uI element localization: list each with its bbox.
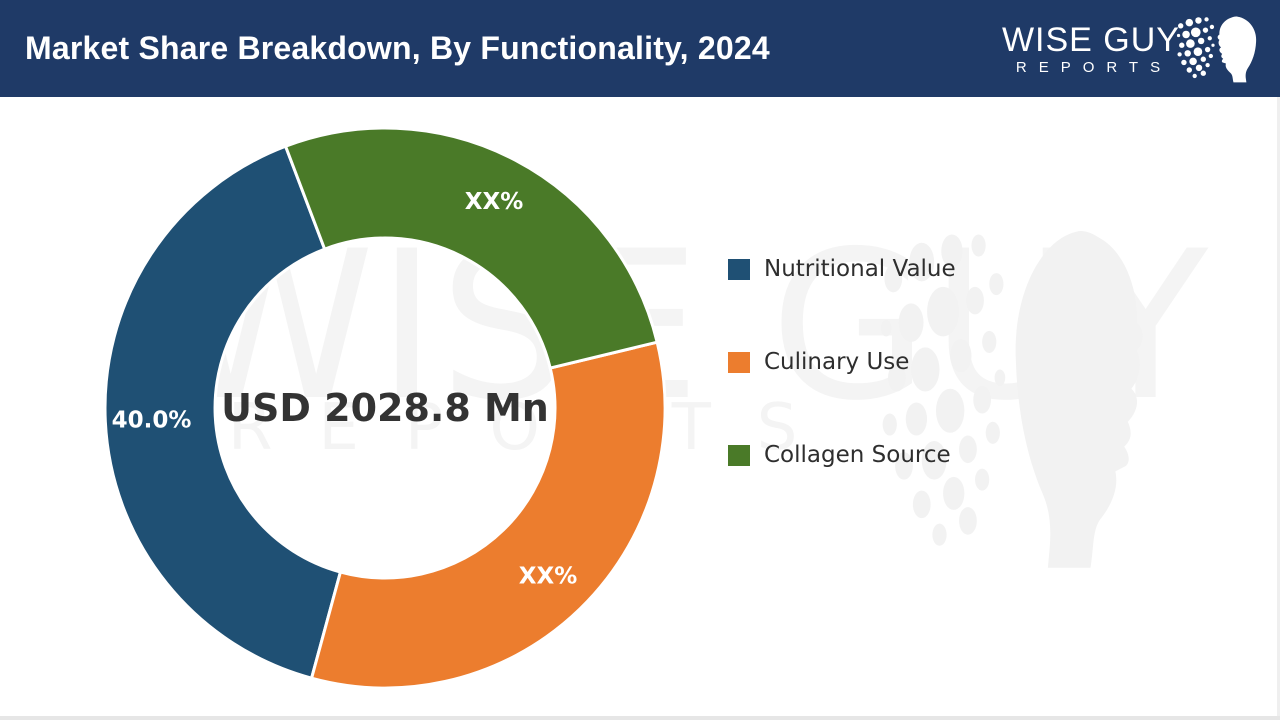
legend-swatch-nutritional-value <box>728 258 750 280</box>
legend-item-culinary-use: Culinary Use <box>728 349 956 375</box>
slice-label-nutritional-value: 40.0% <box>112 407 192 433</box>
donut-slice-nutritional-value <box>103 144 342 680</box>
legend-label-culinary-use: Culinary Use <box>764 349 910 375</box>
logo-wordmark: WISE GUY <box>1001 21 1180 59</box>
legend-swatch-culinary-use <box>728 351 750 373</box>
bottom-edge-strip <box>0 716 1280 720</box>
legend-label-nutritional-value: Nutritional Value <box>764 256 956 282</box>
legend-item-nutritional-value: Nutritional Value <box>728 256 956 282</box>
legend-item-collagen-source: Collagen Source <box>728 442 956 468</box>
slice-label-collagen-source: XX% <box>465 189 524 215</box>
legend-swatch-collagen-source <box>728 444 750 466</box>
wise-guy-logo: WISE GUY REPORTS <box>1002 6 1266 92</box>
donut-slice-collagen-source <box>284 126 659 370</box>
legend-label-collagen-source: Collagen Source <box>764 442 951 468</box>
wise-guy-face-icon <box>1176 16 1257 83</box>
right-edge-strip <box>1277 97 1280 716</box>
legend: Nutritional Value Culinary Use Collagen So… <box>728 256 956 468</box>
logo-subtitle: REPORTS <box>1015 59 1173 76</box>
donut-slice-culinary-use <box>310 340 667 690</box>
header: Market Share Breakdown, By Functionality… <box>0 0 1280 97</box>
slice-label-culinary-use: XX% <box>519 564 578 590</box>
logo-text: WISE GUY REPORTS <box>1002 23 1180 75</box>
donut-center-label: USD 2028.8 Mn <box>221 386 549 430</box>
donut-chart: 40.0% XX% XX% USD 2028.8 Mn <box>103 126 667 690</box>
page-title: Market Share Breakdown, By Functionality… <box>25 30 770 66</box>
